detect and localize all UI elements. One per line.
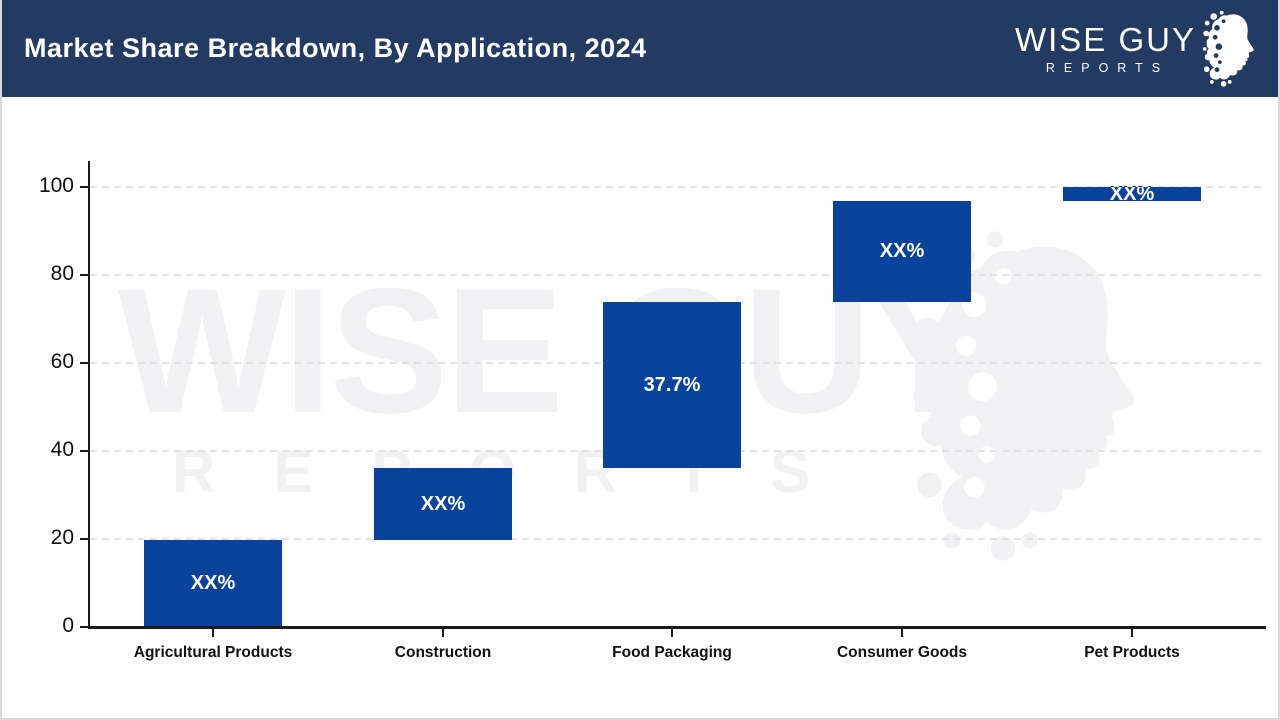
brand-logo: WISE GUY REPORTS [1015,9,1264,89]
gridline-80 [90,274,1264,276]
y-axis-line [88,161,90,629]
y-tick-60 [80,362,88,364]
x-category-label: Food Packaging [612,644,732,661]
x-tick [901,629,903,637]
chart-canvas: WISE GUY REPORTS 0 20 40 60 80 100 Agricultura… [2,97,1278,718]
face-profile-icon [1202,9,1264,89]
x-category-label: Construction [394,644,492,661]
y-tick-40 [80,450,88,452]
y-tick-20 [80,538,88,540]
bar-construction: XX% [374,468,512,540]
bar-food-packaging: 37.7% [603,302,741,469]
x-tick [671,629,673,637]
y-tick-100 [80,186,88,188]
x-category-label: Pet Products [1084,644,1180,661]
x-tick [1131,629,1133,637]
chart-title: Market Share Breakdown, By Application, … [24,33,647,63]
bar-consumer-goods: XX% [833,201,971,303]
gridline-20 [90,538,1264,540]
gridline-100 [90,186,1264,188]
y-tick-label: 80 [50,262,74,285]
bar-value-label: XX% [420,492,466,515]
y-tick-label: 60 [50,350,74,373]
y-tick-80 [80,274,88,276]
x-tick [212,629,214,637]
x-axis-line [88,626,1266,629]
x-category-label: Agricultural Products [133,644,293,661]
y-tick-label: 0 [62,614,74,637]
y-tick-label: 20 [50,526,74,549]
header-bar: Market Share Breakdown, By Application, … [2,0,1278,97]
brand-logo-text: WISE GUY REPORTS [1015,23,1196,75]
y-tick-label: 100 [38,174,74,197]
x-category-label: Consumer Goods [836,644,968,661]
bar-value-label: XX% [879,240,925,263]
bar-value-label: 37.7% [643,373,701,396]
y-tick-label: 40 [50,438,74,461]
bar-pet-products: XX% [1063,187,1201,202]
bar-value-label: XX% [190,571,236,594]
y-tick-0 [80,626,88,628]
bar-value-label: XX% [1109,187,1155,202]
bar-agricultural-products: XX% [144,539,282,627]
x-tick [442,629,444,637]
brand-name: WISE GUY [1014,20,1196,58]
brand-subname: REPORTS [1045,60,1170,75]
